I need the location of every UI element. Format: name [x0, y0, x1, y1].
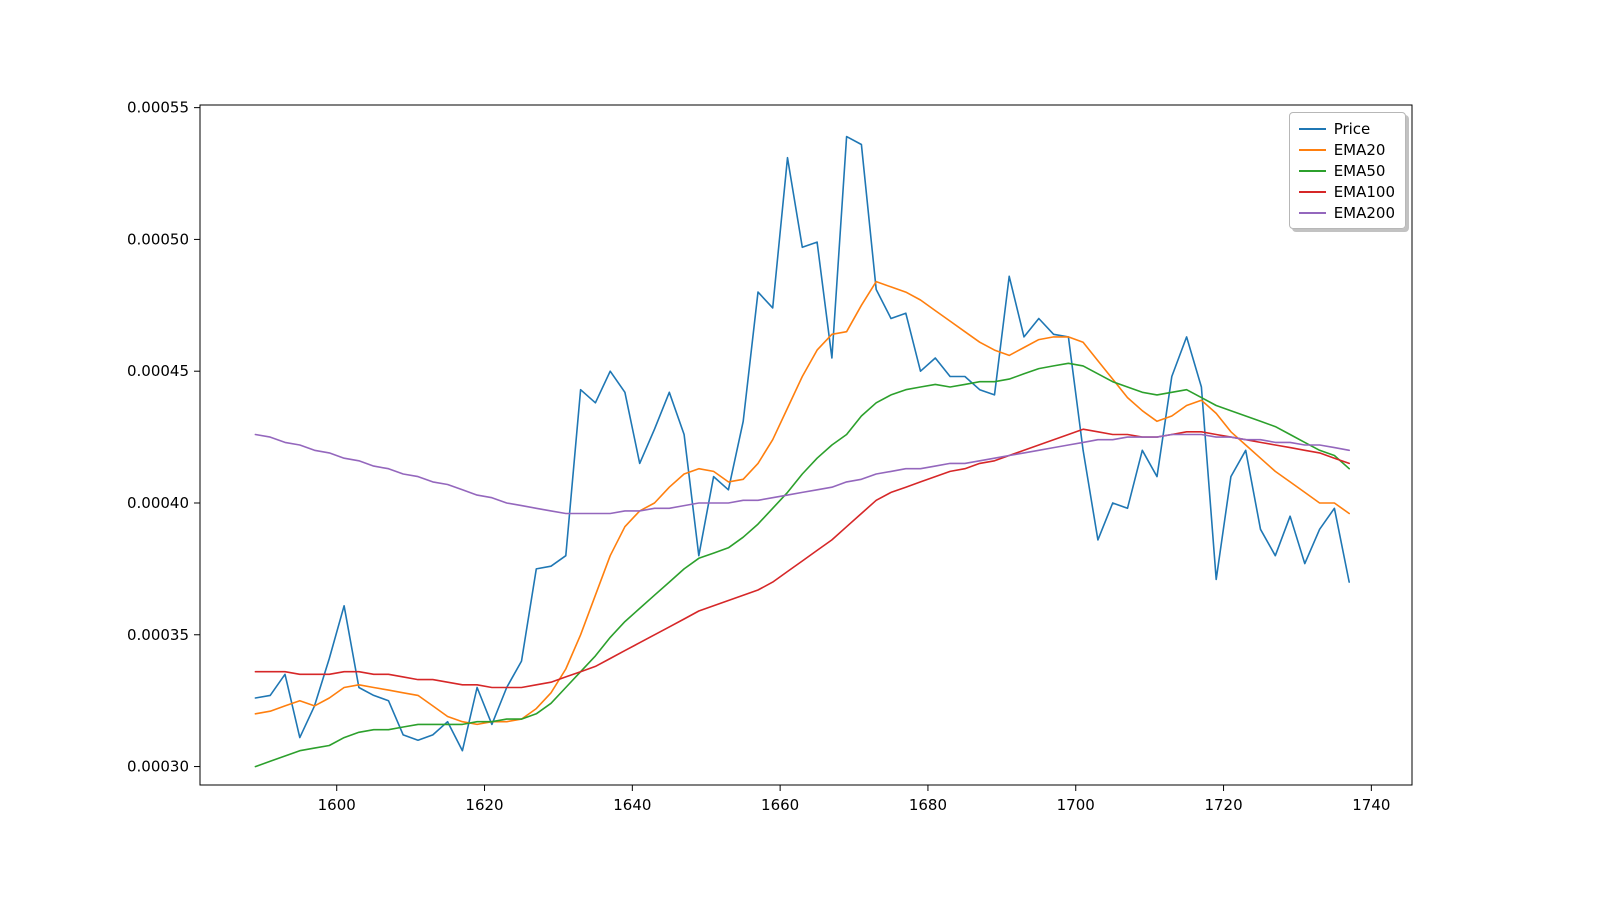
axes-frame — [199, 104, 1413, 786]
legend-swatch-ema20 — [1298, 148, 1326, 151]
x-tick-label: 1640 — [613, 796, 651, 814]
legend-item-ema20: EMA20 — [1298, 139, 1395, 160]
legend-label-ema50: EMA50 — [1333, 161, 1386, 180]
y-tick-label: 0.00030 — [127, 758, 189, 776]
series-line-ema50 — [254, 362, 1350, 768]
legend-swatch-ema50 — [1298, 169, 1326, 172]
legend-label-ema200: EMA200 — [1333, 203, 1395, 222]
legend-label-ema100: EMA100 — [1333, 182, 1395, 201]
x-tick-label: 1600 — [318, 796, 356, 814]
series-line-ema20 — [254, 280, 1350, 726]
series-line-ema100 — [254, 428, 1350, 689]
y-tick-label: 0.00035 — [127, 626, 189, 644]
legend-label-price: Price — [1333, 119, 1371, 138]
x-tick-label: 1740 — [1352, 796, 1390, 814]
legend-swatch-ema200 — [1298, 211, 1326, 214]
legend-item-ema100: EMA100 — [1298, 181, 1395, 202]
legend-swatch-ema100 — [1298, 190, 1326, 193]
y-tick-label: 0.00050 — [127, 230, 189, 248]
y-tick-label: 0.00040 — [127, 494, 189, 512]
legend: Price EMA20 EMA50 EMA100 EMA200 — [1288, 112, 1406, 229]
x-tick-label: 1680 — [909, 796, 947, 814]
legend-label-ema20: EMA20 — [1333, 140, 1386, 159]
x-tick-label: 1620 — [465, 796, 503, 814]
legend-item-ema50: EMA50 — [1298, 160, 1395, 181]
y-tick-label: 0.00055 — [127, 99, 189, 117]
series-line-ema200 — [254, 433, 1350, 515]
series-line-price — [254, 135, 1350, 752]
x-tick-label: 1700 — [1057, 796, 1095, 814]
x-tick-label: 1660 — [761, 796, 799, 814]
y-tick-label: 0.00045 — [127, 362, 189, 380]
legend-swatch-price — [1298, 127, 1326, 130]
legend-item-ema200: EMA200 — [1298, 202, 1395, 223]
x-tick-label: 1720 — [1204, 796, 1242, 814]
legend-item-price: Price — [1298, 118, 1395, 139]
